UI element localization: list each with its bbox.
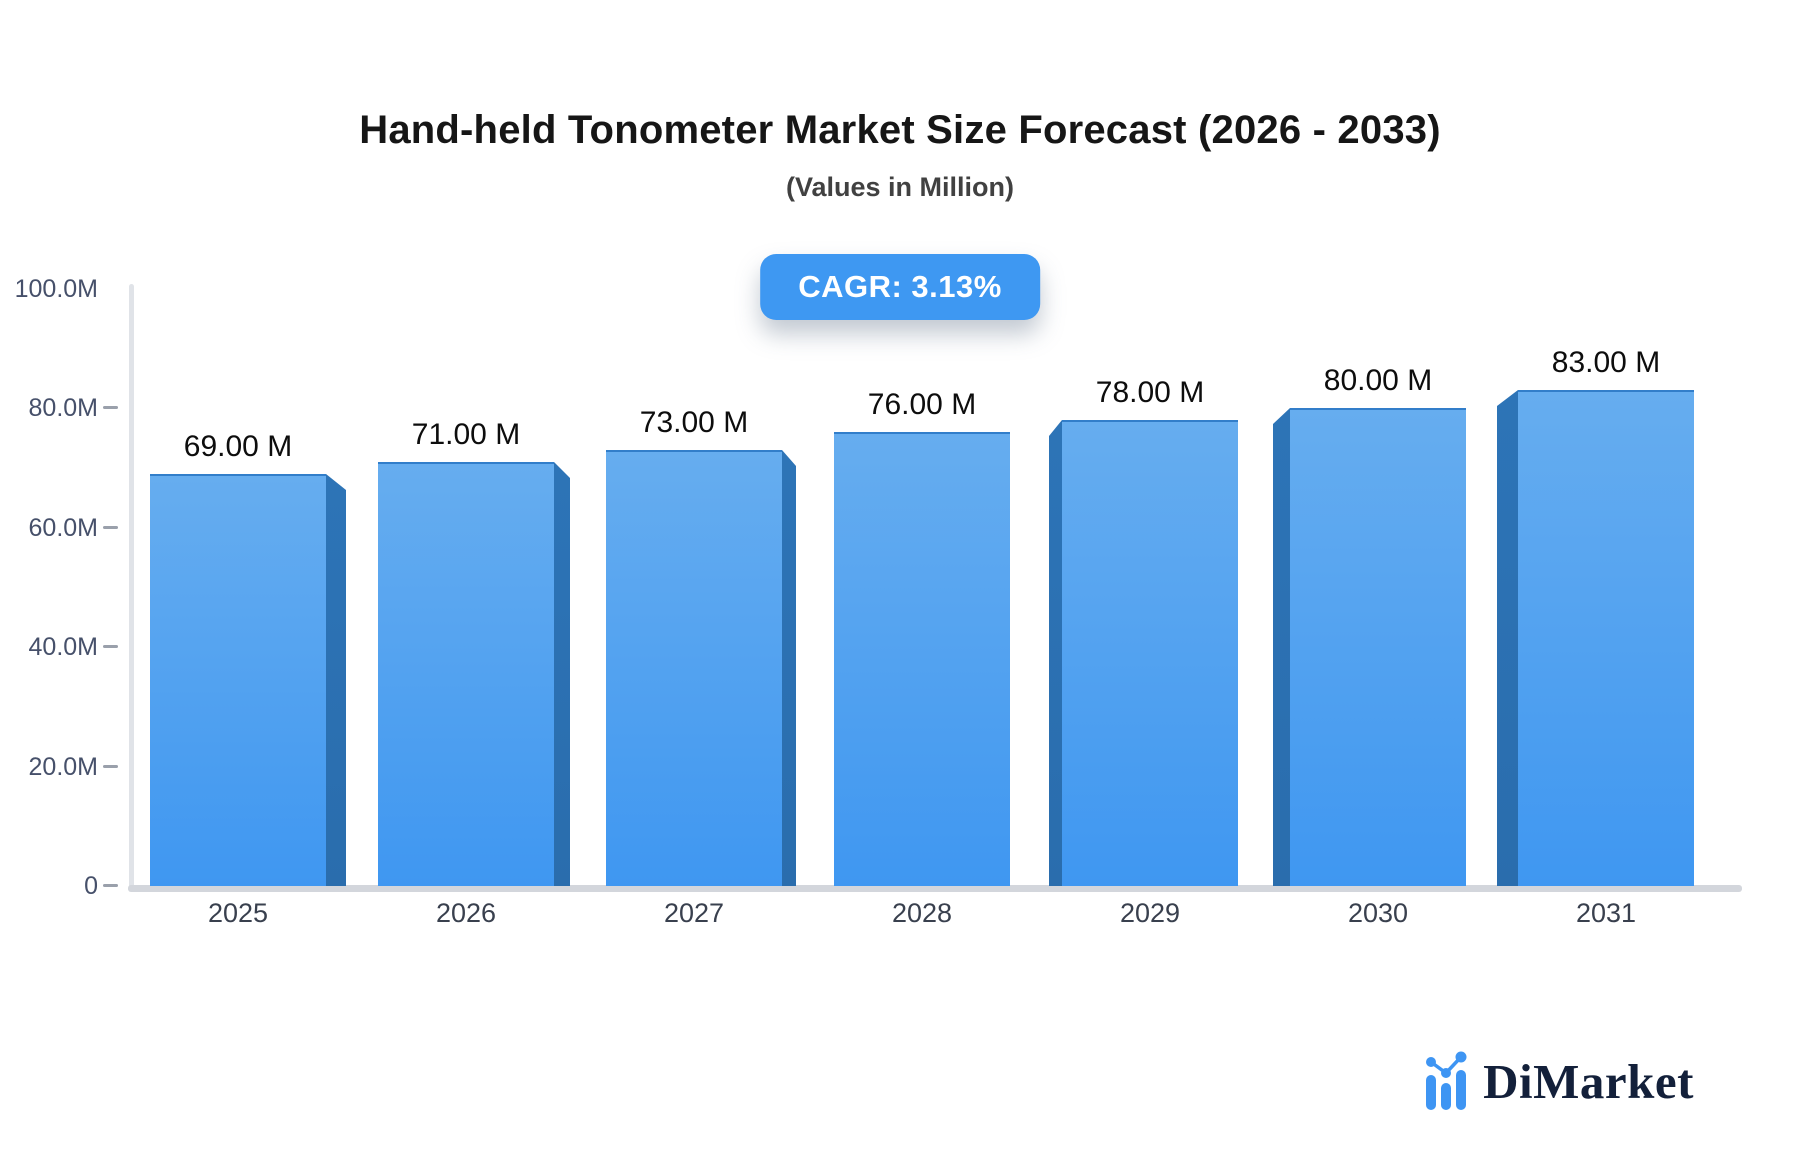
- bar-face: [1062, 420, 1238, 886]
- y-tick-label: 40.0M: [28, 633, 98, 662]
- y-tick-mark: [103, 645, 118, 649]
- bar: [1273, 408, 1466, 886]
- bar-value-label: 83.00 M: [1551, 346, 1661, 379]
- bar-value-label: 78.00 M: [1095, 376, 1205, 409]
- y-tick-mark: [103, 884, 118, 887]
- x-axis-line: [128, 885, 1742, 892]
- chart-title: Hand-held Tonometer Market Size Forecast…: [359, 108, 1441, 152]
- bar: [378, 462, 570, 886]
- dimarket-logo-text: DiMarket: [1483, 1053, 1694, 1109]
- bar-face: [606, 450, 782, 886]
- x-axis-label: 2030: [1347, 898, 1409, 928]
- dimarket-logo: DiMarket: [1423, 1050, 1694, 1112]
- y-tick-label: 20.0M: [28, 752, 98, 781]
- bar: [606, 450, 796, 886]
- bar: [834, 432, 1010, 886]
- bar-face: [834, 432, 1010, 886]
- bar: [150, 474, 346, 886]
- bar-side: [554, 462, 570, 886]
- x-axis-label: 2028: [891, 898, 953, 928]
- bar: [1049, 420, 1238, 886]
- x-axis-label: 2031: [1575, 898, 1637, 928]
- bar-face: [378, 462, 554, 886]
- bar-face: [1290, 408, 1466, 886]
- bar-face: [150, 474, 326, 886]
- y-axis-line: [129, 284, 134, 891]
- bar-value-label: 80.00 M: [1323, 364, 1433, 397]
- y-tick-label: 0: [84, 872, 98, 900]
- dimarket-logo-icon: [1426, 1051, 1467, 1110]
- bar: [1497, 390, 1694, 886]
- y-tick-label: 100.0M: [14, 275, 98, 303]
- x-axis-label: 2027: [663, 898, 725, 928]
- bar-face: [1518, 390, 1694, 886]
- x-axis-label: 2025: [207, 898, 269, 928]
- y-tick-label: 60.0M: [28, 513, 98, 542]
- y-tick-mark: [103, 525, 118, 529]
- bar-side: [326, 474, 346, 886]
- chart-subtitle: (Values in Million): [785, 172, 1015, 202]
- cagr-badge: CAGR: 3.13%: [760, 254, 1040, 320]
- bar-value-label: 76.00 M: [867, 388, 977, 421]
- y-tick-label: 80.0M: [28, 394, 98, 423]
- x-axis-label: 2026: [435, 898, 497, 928]
- x-axis-label: 2029: [1119, 898, 1181, 928]
- bar-side: [1497, 390, 1518, 886]
- y-tick-mark: [103, 406, 118, 410]
- y-tick-mark: [103, 764, 118, 768]
- bar-side: [1273, 408, 1290, 886]
- bar-value-label: 71.00 M: [411, 418, 521, 451]
- bar-value-label: 69.00 M: [183, 430, 293, 463]
- bar-value-label: 73.00 M: [639, 406, 749, 439]
- bar-side: [1049, 420, 1062, 886]
- bar-side: [782, 450, 796, 886]
